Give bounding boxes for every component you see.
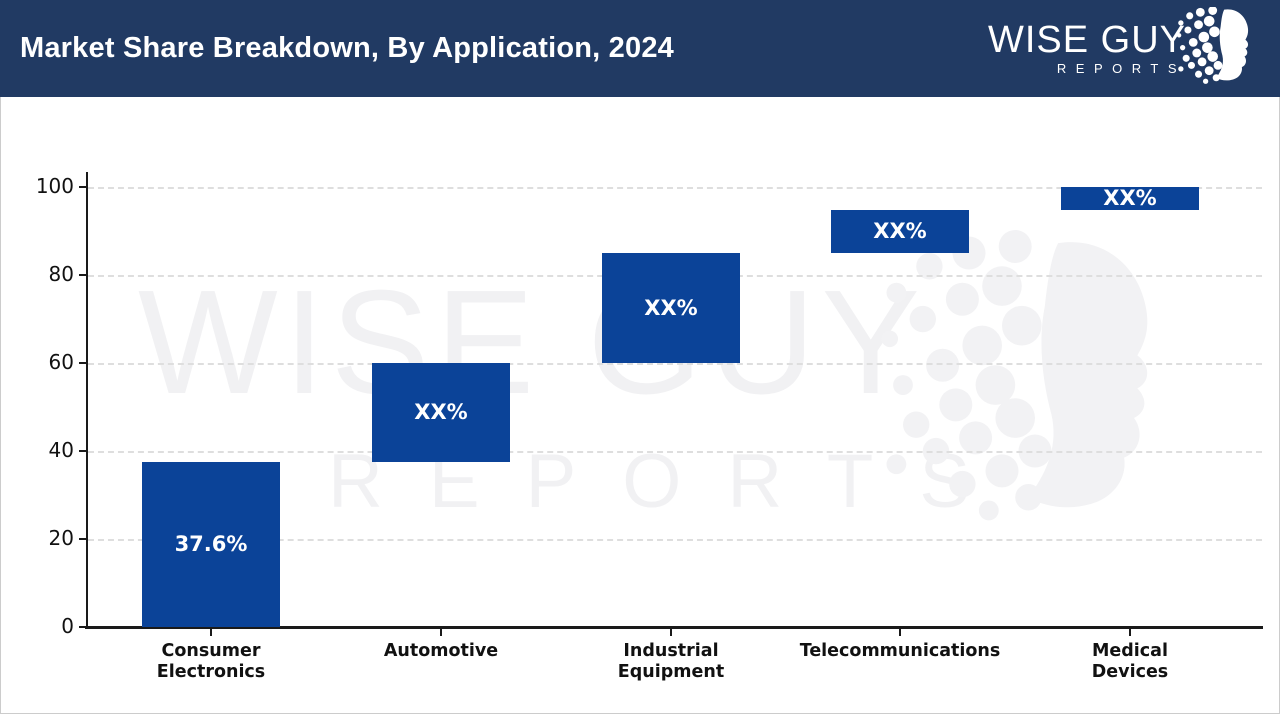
y-tick-label: 60 — [48, 350, 74, 374]
bar-value-label: XX% — [1103, 185, 1157, 210]
logo-subtitle: REPORTS — [1056, 61, 1186, 77]
x-axis-tick — [670, 629, 672, 636]
category-label-line: Medical — [1092, 641, 1168, 661]
bar-value-label: 37.6% — [174, 531, 248, 556]
gridline-20 — [88, 539, 1262, 541]
category-label-line: Industrial — [623, 641, 719, 661]
y-axis-tick — [79, 626, 87, 628]
y-axis-tick — [79, 538, 87, 540]
y-tick-label: 100 — [35, 174, 74, 198]
bar-telecommunications: XX% — [831, 209, 969, 254]
bar-consumer-electronics: 37.6% — [142, 461, 280, 627]
category-label-line: Automotive — [383, 641, 499, 661]
x-axis-tick — [210, 629, 212, 636]
category-label: Automotive — [326, 641, 556, 662]
gridline-40 — [88, 451, 1262, 453]
bar-value-label: XX% — [644, 295, 698, 320]
y-tick-label: 80 — [48, 262, 74, 286]
wise-guy-reports-logo: WISE GUY REPORTS — [987, 6, 1264, 91]
category-label-line: Telecommunications — [799, 641, 1001, 661]
y-axis-line — [86, 172, 88, 629]
category-label-line: Equipment — [617, 662, 725, 683]
x-axis-tick — [899, 629, 901, 636]
header-bar: Market Share Breakdown, By Application, … — [0, 0, 1280, 97]
y-axis-tick — [79, 274, 87, 276]
x-axis-tick — [1129, 629, 1131, 636]
category-label-line: Devices — [1091, 662, 1169, 683]
logo-text: WISE GUY REPORTS — [987, 18, 1186, 77]
category-label: Industrial Equipment — [556, 641, 786, 684]
bar-medical-devices: XX% — [1061, 187, 1199, 210]
x-axis-tick — [440, 629, 442, 636]
bar-value-label: XX% — [873, 219, 927, 244]
y-tick-label: 40 — [48, 438, 74, 462]
watermark-wordmark: WISE GUY — [138, 260, 927, 425]
page-title: Market Share Breakdown, By Application, … — [20, 32, 674, 64]
bar-automotive: XX% — [372, 363, 510, 462]
dotted-head-logo-icon — [1176, 6, 1249, 84]
category-label-line: Consumer — [161, 641, 261, 661]
gridline-100 — [88, 187, 1262, 189]
logo-wordmark: WISE GUY — [987, 18, 1186, 61]
category-label-line: Electronics — [156, 662, 266, 683]
bar-industrial-equipment: XX% — [602, 253, 740, 363]
category-label: Consumer Electronics — [96, 641, 326, 684]
bar-value-label: XX% — [414, 399, 468, 424]
y-axis-tick — [79, 186, 87, 188]
category-label: Telecommunications — [785, 641, 1015, 662]
gridline-60 — [88, 363, 1262, 365]
y-axis-tick — [79, 362, 87, 364]
category-label: Medical Devices — [1015, 641, 1245, 684]
x-axis-line — [85, 626, 1263, 629]
y-tick-label: 20 — [48, 526, 74, 550]
y-tick-label: 0 — [61, 614, 74, 638]
y-axis-tick — [79, 450, 87, 452]
